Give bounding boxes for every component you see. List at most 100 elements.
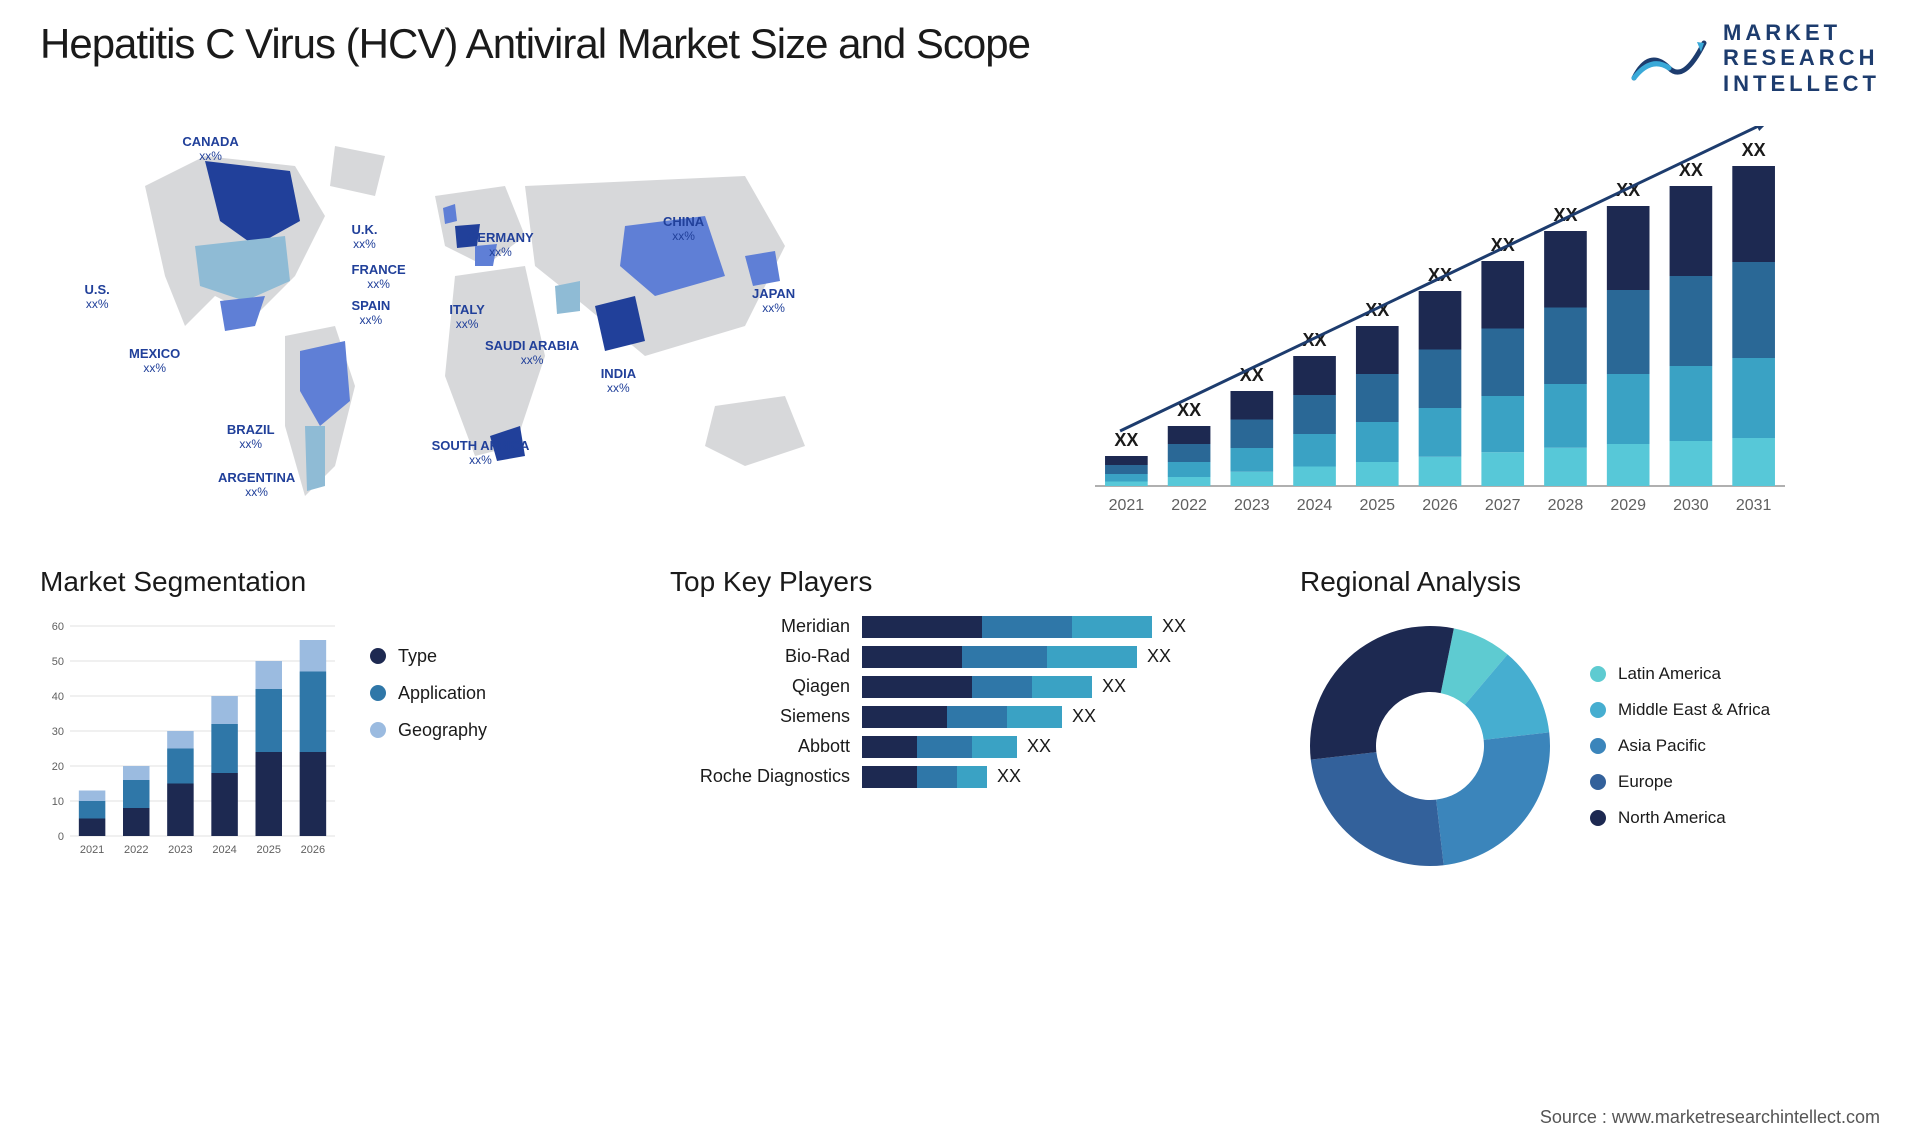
player-bar-segment <box>972 736 1017 758</box>
logo-icon <box>1629 28 1709 88</box>
world-map-panel: CANADAxx%U.S.xx%MEXICOxx%BRAZILxx%ARGENT… <box>40 126 930 526</box>
legend-swatch <box>1590 774 1606 790</box>
player-bar-segment <box>1007 706 1062 728</box>
map-label: MEXICOxx% <box>129 346 180 376</box>
legend-swatch <box>370 648 386 664</box>
svg-text:2028: 2028 <box>1548 497 1584 514</box>
svg-text:2025: 2025 <box>257 844 281 856</box>
svg-text:2029: 2029 <box>1610 497 1646 514</box>
map-label: ARGENTINAxx% <box>218 470 295 500</box>
player-bar-segment <box>972 676 1032 698</box>
player-value: XX <box>997 766 1021 787</box>
svg-text:2021: 2021 <box>80 844 104 856</box>
header: Hepatitis C Virus (HCV) Antiviral Market… <box>40 20 1880 96</box>
players-title: Top Key Players <box>670 566 1250 598</box>
player-value: XX <box>1147 646 1171 667</box>
svg-text:30: 30 <box>52 726 64 738</box>
map-label: SOUTH AFRICAxx% <box>432 438 530 468</box>
legend-swatch <box>370 685 386 701</box>
map-label: GERMANYxx% <box>467 230 533 260</box>
segmentation-panel: Market Segmentation 0 10 20 30 40 50 60 2021 202… <box>40 566 620 876</box>
legend-label: Europe <box>1618 772 1673 792</box>
svg-text:10: 10 <box>52 796 64 808</box>
svg-text:2024: 2024 <box>1297 497 1333 514</box>
svg-text:2022: 2022 <box>1171 497 1207 514</box>
page-title: Hepatitis C Virus (HCV) Antiviral Market… <box>40 20 1030 68</box>
segmentation-legend: Type Application Geography <box>370 616 487 861</box>
svg-text:XX: XX <box>1742 140 1766 160</box>
legend-item: Type <box>370 646 487 667</box>
legend-item: Geography <box>370 720 487 741</box>
player-bar-segment <box>1072 616 1152 638</box>
growth-chart-panel: XX2021XX2022XX2023XX2024XX2025XX2026XX20… <box>990 126 1880 526</box>
svg-text:60: 60 <box>52 621 64 633</box>
map-label: JAPANxx% <box>752 286 795 316</box>
logo-line-2: RESEARCH <box>1723 45 1880 70</box>
svg-text:2030: 2030 <box>1673 497 1709 514</box>
legend-item: Middle East & Africa <box>1590 700 1770 720</box>
player-bar-segment <box>962 646 1047 668</box>
svg-text:2026: 2026 <box>1422 497 1458 514</box>
legend-label: Type <box>398 646 437 667</box>
logo-line-3: INTELLECT <box>1723 71 1880 96</box>
map-label: BRAZILxx% <box>227 422 275 452</box>
legend-label: Application <box>398 683 486 704</box>
svg-text:2025: 2025 <box>1359 497 1395 514</box>
player-bar-segment <box>862 766 917 788</box>
map-label: CANADAxx% <box>182 134 238 164</box>
player-row: Roche Diagnostics XX <box>670 766 1250 788</box>
regional-panel: Regional Analysis Latin America Middle Ea… <box>1300 566 1880 876</box>
legend-swatch <box>1590 738 1606 754</box>
player-value: XX <box>1072 706 1096 727</box>
player-value: XX <box>1102 676 1126 697</box>
source-note: Source : www.marketresearchintellect.com <box>1540 1107 1880 1128</box>
player-name: Bio-Rad <box>670 646 850 667</box>
player-bar-segment <box>862 676 972 698</box>
map-label: FRANCExx% <box>352 262 406 292</box>
map-label: CHINAxx% <box>663 214 704 244</box>
legend-swatch <box>1590 702 1606 718</box>
player-row: SiemensXX <box>670 706 1250 728</box>
legend-swatch <box>1590 666 1606 682</box>
player-name: Roche Diagnostics <box>670 766 850 787</box>
player-bar-segment <box>862 736 917 758</box>
player-bar-segment <box>862 616 982 638</box>
legend-item: Application <box>370 683 487 704</box>
legend-item: Europe <box>1590 772 1770 792</box>
svg-text:XX: XX <box>1114 430 1138 450</box>
svg-text:2024: 2024 <box>212 844 236 856</box>
player-bar-segment <box>982 616 1072 638</box>
map-label: SPAINxx% <box>352 298 391 328</box>
svg-text:20: 20 <box>52 761 64 773</box>
player-row: Qiagen XX <box>670 676 1250 698</box>
player-bar-segment <box>957 766 987 788</box>
segmentation-title: Market Segmentation <box>40 566 620 598</box>
regional-title: Regional Analysis <box>1300 566 1880 598</box>
svg-text:2023: 2023 <box>1234 497 1270 514</box>
svg-text:40: 40 <box>52 691 64 703</box>
player-bar-segment <box>862 706 947 728</box>
svg-text:0: 0 <box>58 831 64 843</box>
logo-line-1: MARKET <box>1723 20 1880 45</box>
legend-label: Asia Pacific <box>1618 736 1706 756</box>
players-panel: Top Key Players MeridianXXBio-RadXXQiage… <box>670 566 1250 876</box>
segmentation-chart: 0102030405060202120222023202420252026 <box>40 616 340 861</box>
player-bar-segment <box>1047 646 1137 668</box>
svg-text:50: 50 <box>52 656 64 668</box>
player-row: Bio-Rad XX <box>670 646 1250 668</box>
player-name: Qiagen <box>670 676 850 697</box>
players-list: MeridianXXBio-RadXXQiagenXXSiemensXXAbbo… <box>670 616 1250 788</box>
legend-item: Latin America <box>1590 664 1770 684</box>
player-bar-segment <box>947 706 1007 728</box>
map-label: U.K.xx% <box>352 222 378 252</box>
regional-donut <box>1300 616 1560 876</box>
player-row: MeridianXX <box>670 616 1250 638</box>
legend-label: North America <box>1618 808 1726 828</box>
brand-logo: MARKET RESEARCH INTELLECT <box>1629 20 1880 96</box>
player-bar-segment <box>917 766 957 788</box>
player-value: XX <box>1162 616 1186 637</box>
player-bar-segment <box>862 646 962 668</box>
svg-text:2021: 2021 <box>1109 497 1145 514</box>
legend-item: North America <box>1590 808 1770 828</box>
player-value: XX <box>1027 736 1051 757</box>
